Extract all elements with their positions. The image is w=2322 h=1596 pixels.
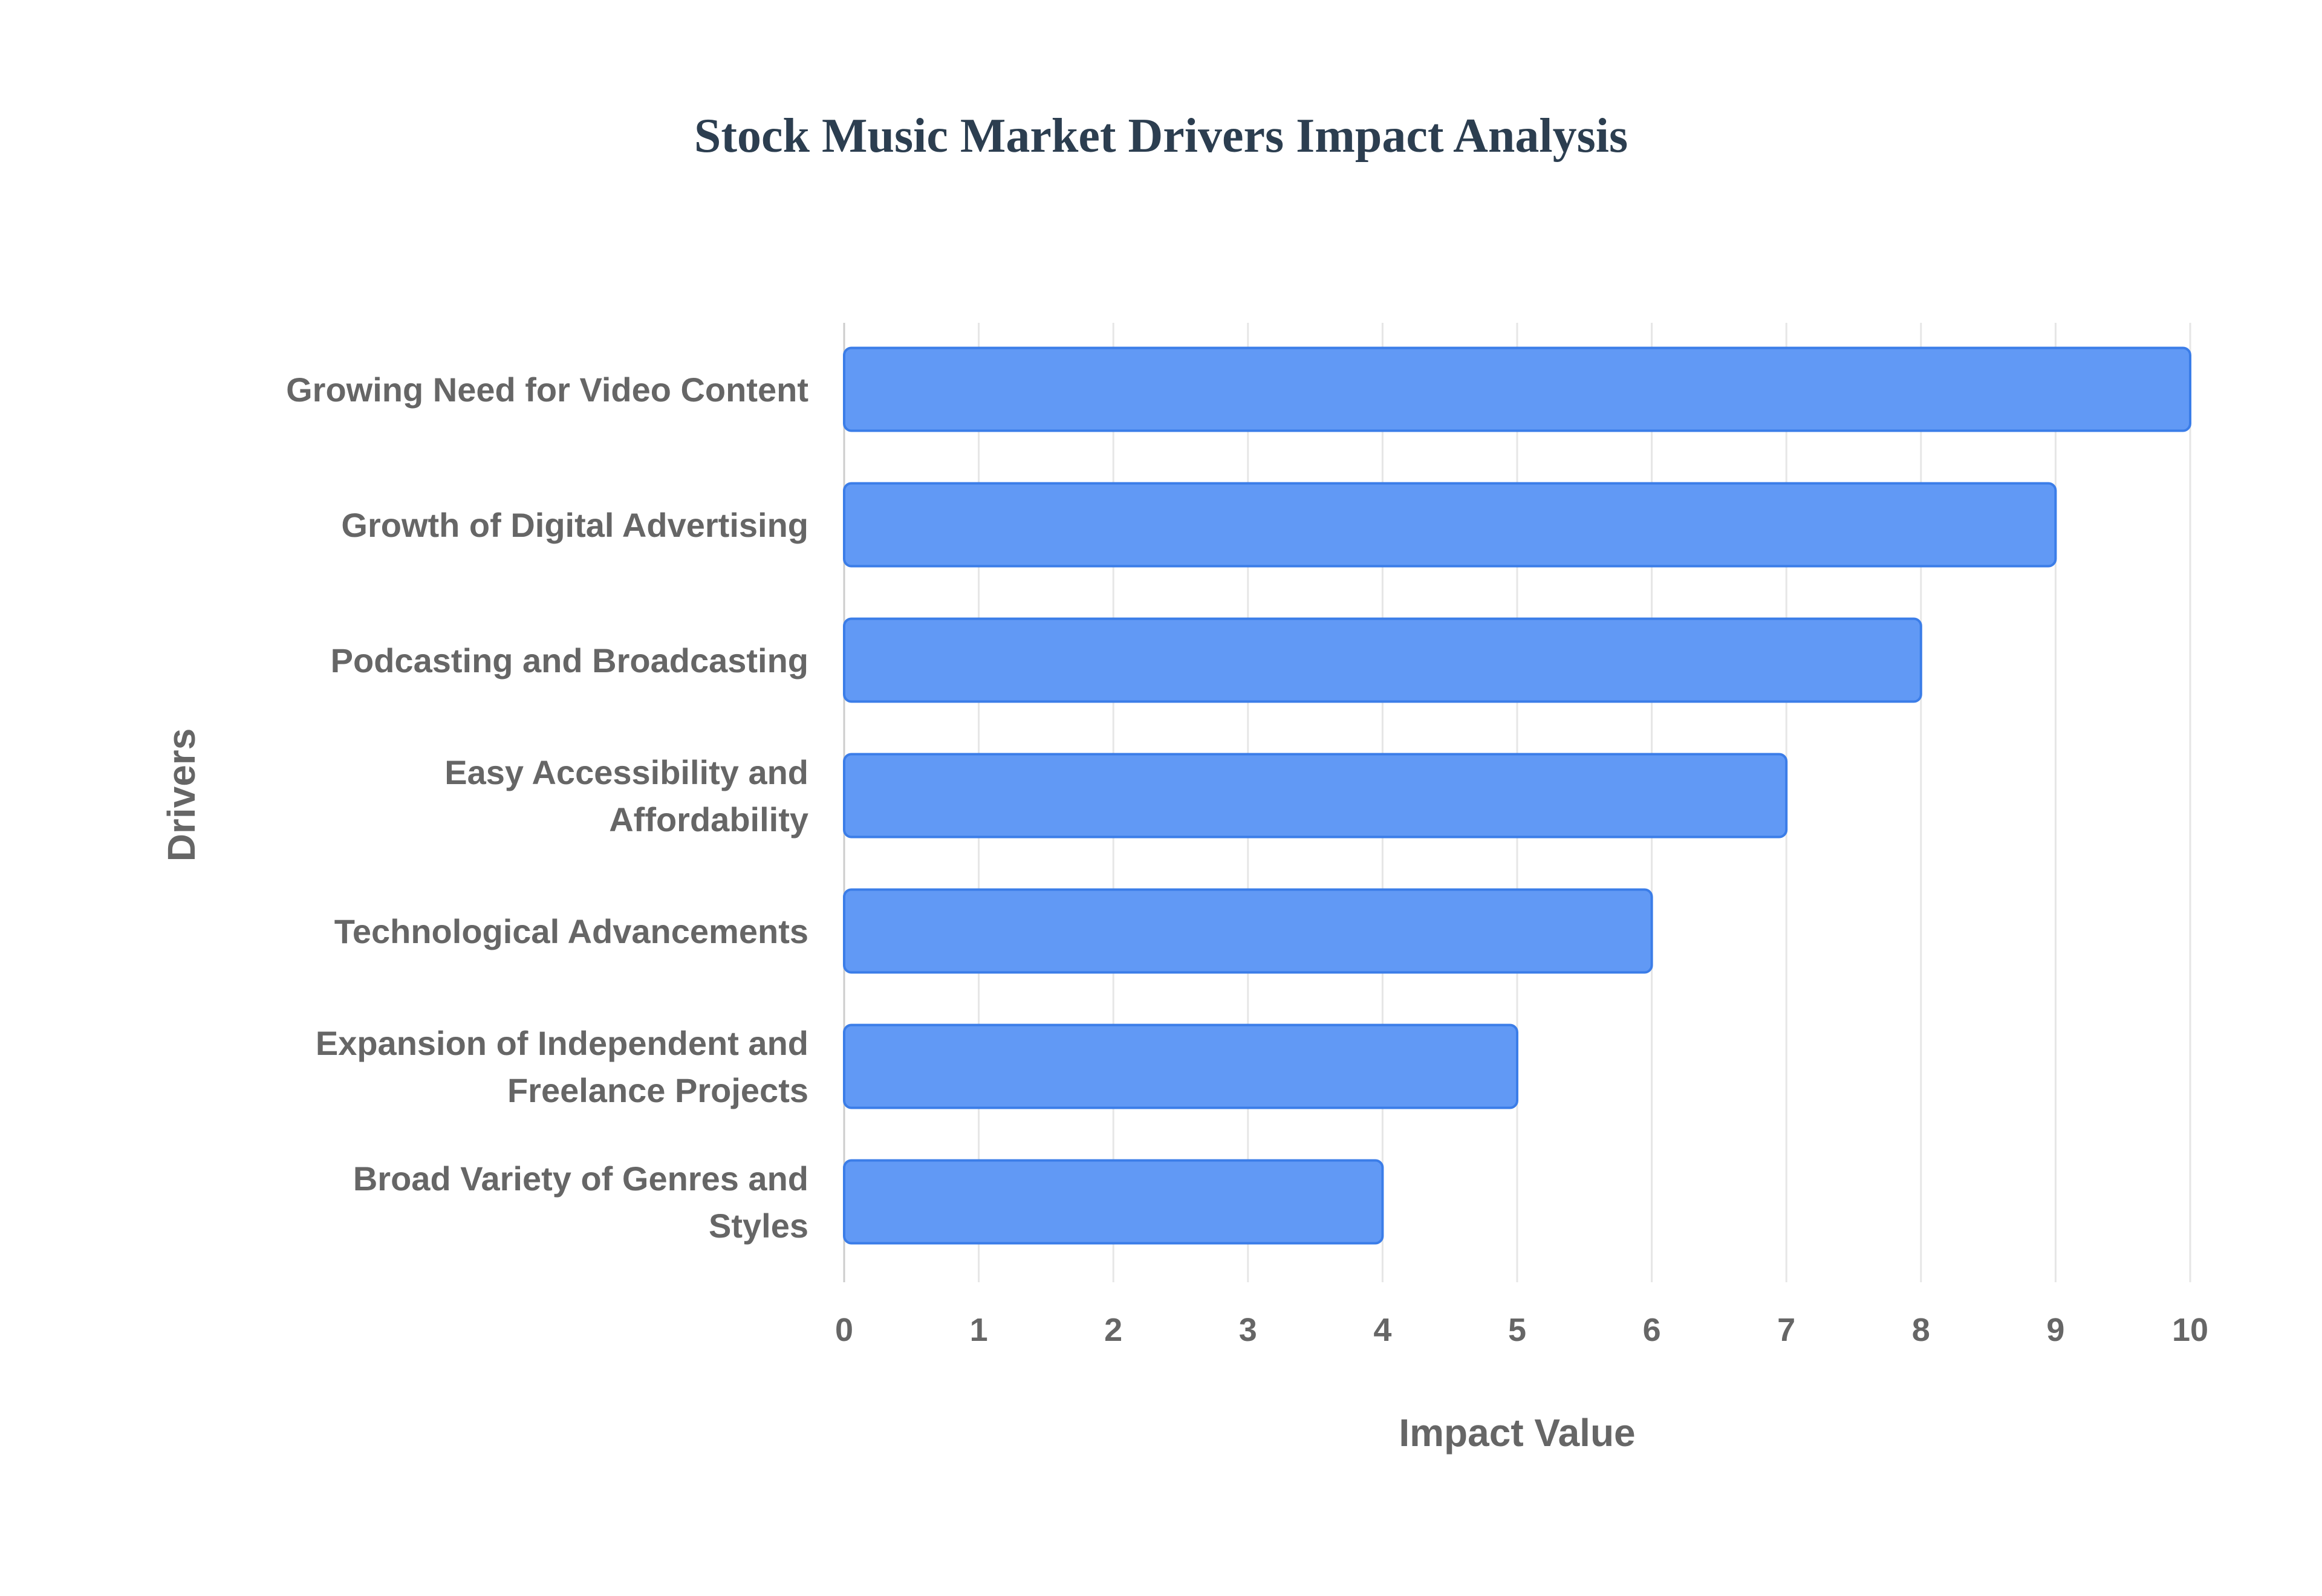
bar: [843, 617, 1922, 703]
x-tick-label: 4: [1373, 1312, 1391, 1348]
x-tick-label: 0: [835, 1312, 853, 1348]
bar: [843, 346, 2191, 432]
bar: [843, 753, 1788, 839]
x-tick-label: 10: [2172, 1312, 2208, 1348]
category-label: Broad Variety of Genres and Styles: [353, 1160, 808, 1245]
x-tick-label: 7: [1777, 1312, 1795, 1348]
x-tick-label: 1: [970, 1312, 988, 1348]
x-tick-label: 6: [1643, 1312, 1661, 1348]
x-tick-label: 9: [2046, 1312, 2064, 1348]
x-axis-title: Impact Value: [1399, 1411, 1635, 1455]
x-tick-label: 8: [1912, 1312, 1930, 1348]
category-label: Growing Need for Video Content: [286, 371, 808, 409]
x-tick-label: 5: [1508, 1312, 1526, 1348]
chart-title: Stock Music Market Drivers Impact Analys…: [694, 109, 1628, 163]
bar: [843, 482, 2057, 568]
bar: [843, 1159, 1384, 1245]
bar: [843, 888, 1653, 974]
bar: [843, 1023, 1518, 1109]
category-label: Expansion of Independent and Freelance Pr…: [316, 1024, 808, 1109]
x-tick-label: 3: [1239, 1312, 1257, 1348]
category-label: Technological Advancements: [334, 912, 808, 950]
category-label: Easy Accessibility and Affordability: [444, 753, 808, 839]
category-label: Podcasting and Broadcasting: [331, 641, 808, 680]
category-label: Growth of Digital Advertising: [341, 506, 808, 544]
x-tick-label: 2: [1104, 1312, 1122, 1348]
y-axis-title: Drivers: [160, 728, 203, 862]
